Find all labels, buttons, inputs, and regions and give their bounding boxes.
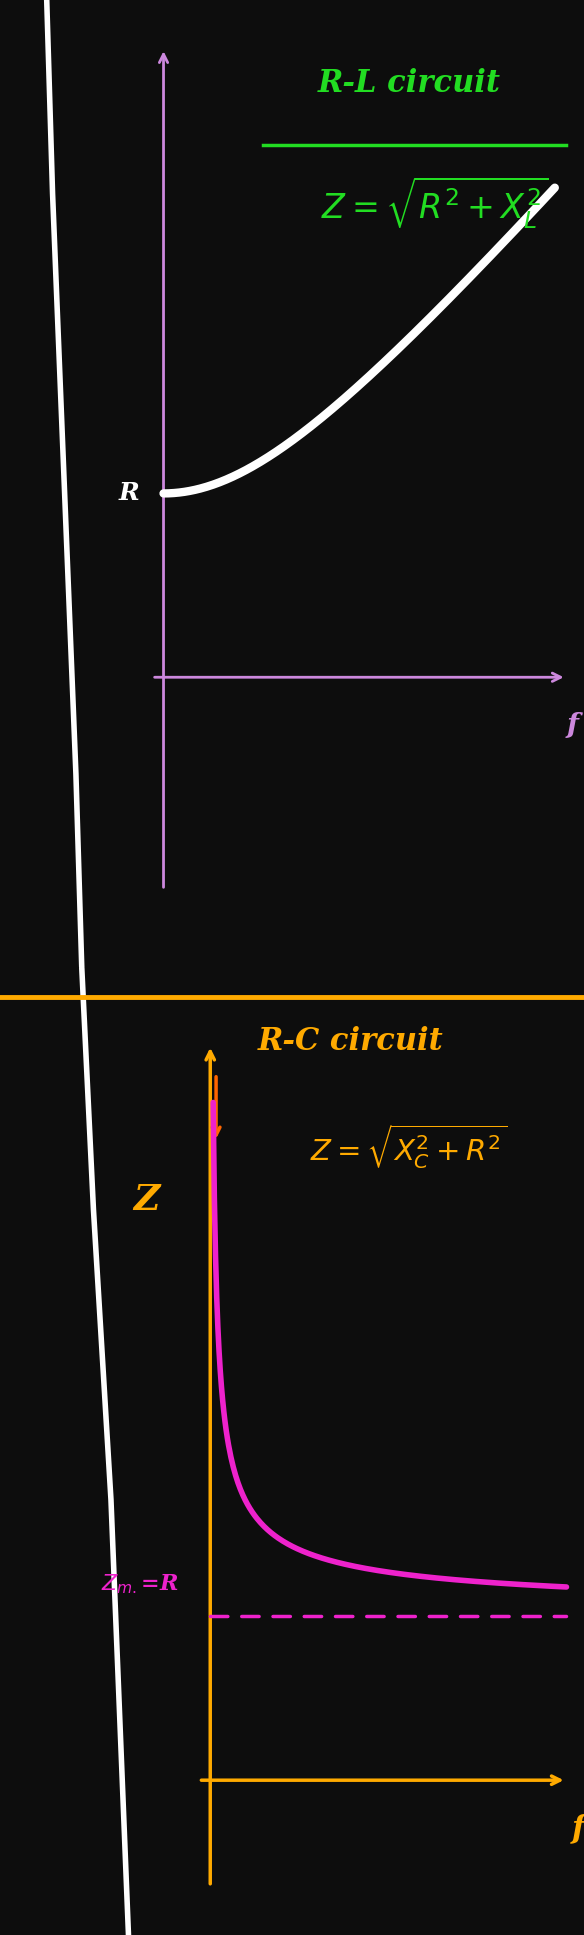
Text: f: f (566, 712, 578, 739)
Text: $Z_{m.}$=R: $Z_{m.}$=R (102, 1573, 179, 1596)
Text: Z: Z (133, 1182, 159, 1217)
Text: R-L circuit: R-L circuit (317, 68, 500, 99)
Text: $Z = \sqrt{X_C^2 + R^2}$: $Z = \sqrt{X_C^2 + R^2}$ (310, 1122, 507, 1171)
Text: f: f (572, 1813, 584, 1844)
Text: $Z = \sqrt{R^2 + X_L^2}$: $Z = \sqrt{R^2 + X_L^2}$ (321, 174, 548, 230)
Text: R-C circuit: R-C circuit (258, 1026, 443, 1057)
Text: R: R (118, 482, 139, 505)
